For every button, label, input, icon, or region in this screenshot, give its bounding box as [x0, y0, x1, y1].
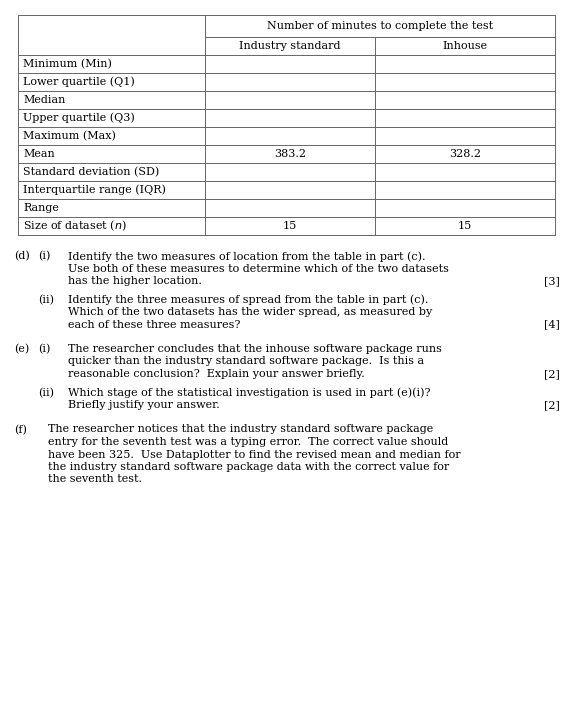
Text: the industry standard software package data with the correct value for: the industry standard software package d… [48, 462, 449, 472]
Text: (ii): (ii) [38, 388, 54, 397]
Text: 15: 15 [458, 221, 472, 231]
Text: Which of the two datasets has the wider spread, as measured by: Which of the two datasets has the wider … [68, 307, 433, 317]
Text: (i): (i) [38, 251, 50, 261]
Text: Upper quartile (Q3): Upper quartile (Q3) [23, 113, 135, 123]
Text: Standard deviation (SD): Standard deviation (SD) [23, 167, 159, 177]
Text: (d): (d) [14, 251, 30, 261]
Text: each of these three measures?: each of these three measures? [68, 320, 240, 329]
Text: 328.2: 328.2 [449, 149, 481, 159]
Text: Interquartile range (IQR): Interquartile range (IQR) [23, 185, 166, 196]
Text: (f): (f) [14, 425, 27, 435]
Text: 15: 15 [283, 221, 297, 231]
Text: [2]: [2] [544, 400, 560, 410]
Text: Lower quartile (Q1): Lower quartile (Q1) [23, 76, 135, 88]
Text: Size of dataset ($n$): Size of dataset ($n$) [23, 219, 127, 233]
Text: Briefly justify your answer.: Briefly justify your answer. [68, 400, 220, 410]
Text: 383.2: 383.2 [274, 149, 306, 159]
Text: (ii): (ii) [38, 294, 54, 305]
Text: reasonable conclusion?  Explain your answer briefly.: reasonable conclusion? Explain your answ… [68, 369, 365, 379]
Text: [4]: [4] [544, 320, 560, 329]
Text: Mean: Mean [23, 149, 55, 159]
Text: Identify the three measures of spread from the table in part (c).: Identify the three measures of spread fr… [68, 294, 428, 305]
Text: has the higher location.: has the higher location. [68, 276, 202, 286]
Text: quicker than the industry standard software package.  Is this a: quicker than the industry standard softw… [68, 357, 424, 367]
Text: Maximum (Max): Maximum (Max) [23, 131, 116, 141]
Text: Number of minutes to complete the test: Number of minutes to complete the test [267, 21, 493, 31]
Text: Minimum (Min): Minimum (Min) [23, 59, 112, 69]
Text: Industry standard: Industry standard [239, 41, 341, 51]
Text: [3]: [3] [544, 276, 560, 286]
Bar [18, 15, 555, 235]
Text: [2]: [2] [544, 369, 560, 379]
Text: Inhouse: Inhouse [442, 41, 488, 51]
Text: the seventh test.: the seventh test. [48, 475, 142, 484]
Text: Median: Median [23, 95, 65, 105]
Text: (i): (i) [38, 344, 50, 354]
Text: (e): (e) [14, 344, 30, 354]
Text: have been 325.  Use Dataplotter to find the revised mean and median for: have been 325. Use Dataplotter to find t… [48, 449, 461, 459]
Text: Identify the two measures of location from the table in part (c).: Identify the two measures of location fr… [68, 251, 426, 261]
Text: The researcher notices that the industry standard software package: The researcher notices that the industry… [48, 425, 433, 435]
Text: Range: Range [23, 203, 59, 213]
Text: entry for the seventh test was a typing error.  The correct value should: entry for the seventh test was a typing … [48, 437, 448, 447]
Text: Use both of these measures to determine which of the two datasets: Use both of these measures to determine … [68, 264, 449, 273]
Text: Which stage of the statistical investigation is used in part (e)(i)?: Which stage of the statistical investiga… [68, 388, 431, 398]
Text: The researcher concludes that the inhouse software package runs: The researcher concludes that the inhous… [68, 344, 442, 354]
